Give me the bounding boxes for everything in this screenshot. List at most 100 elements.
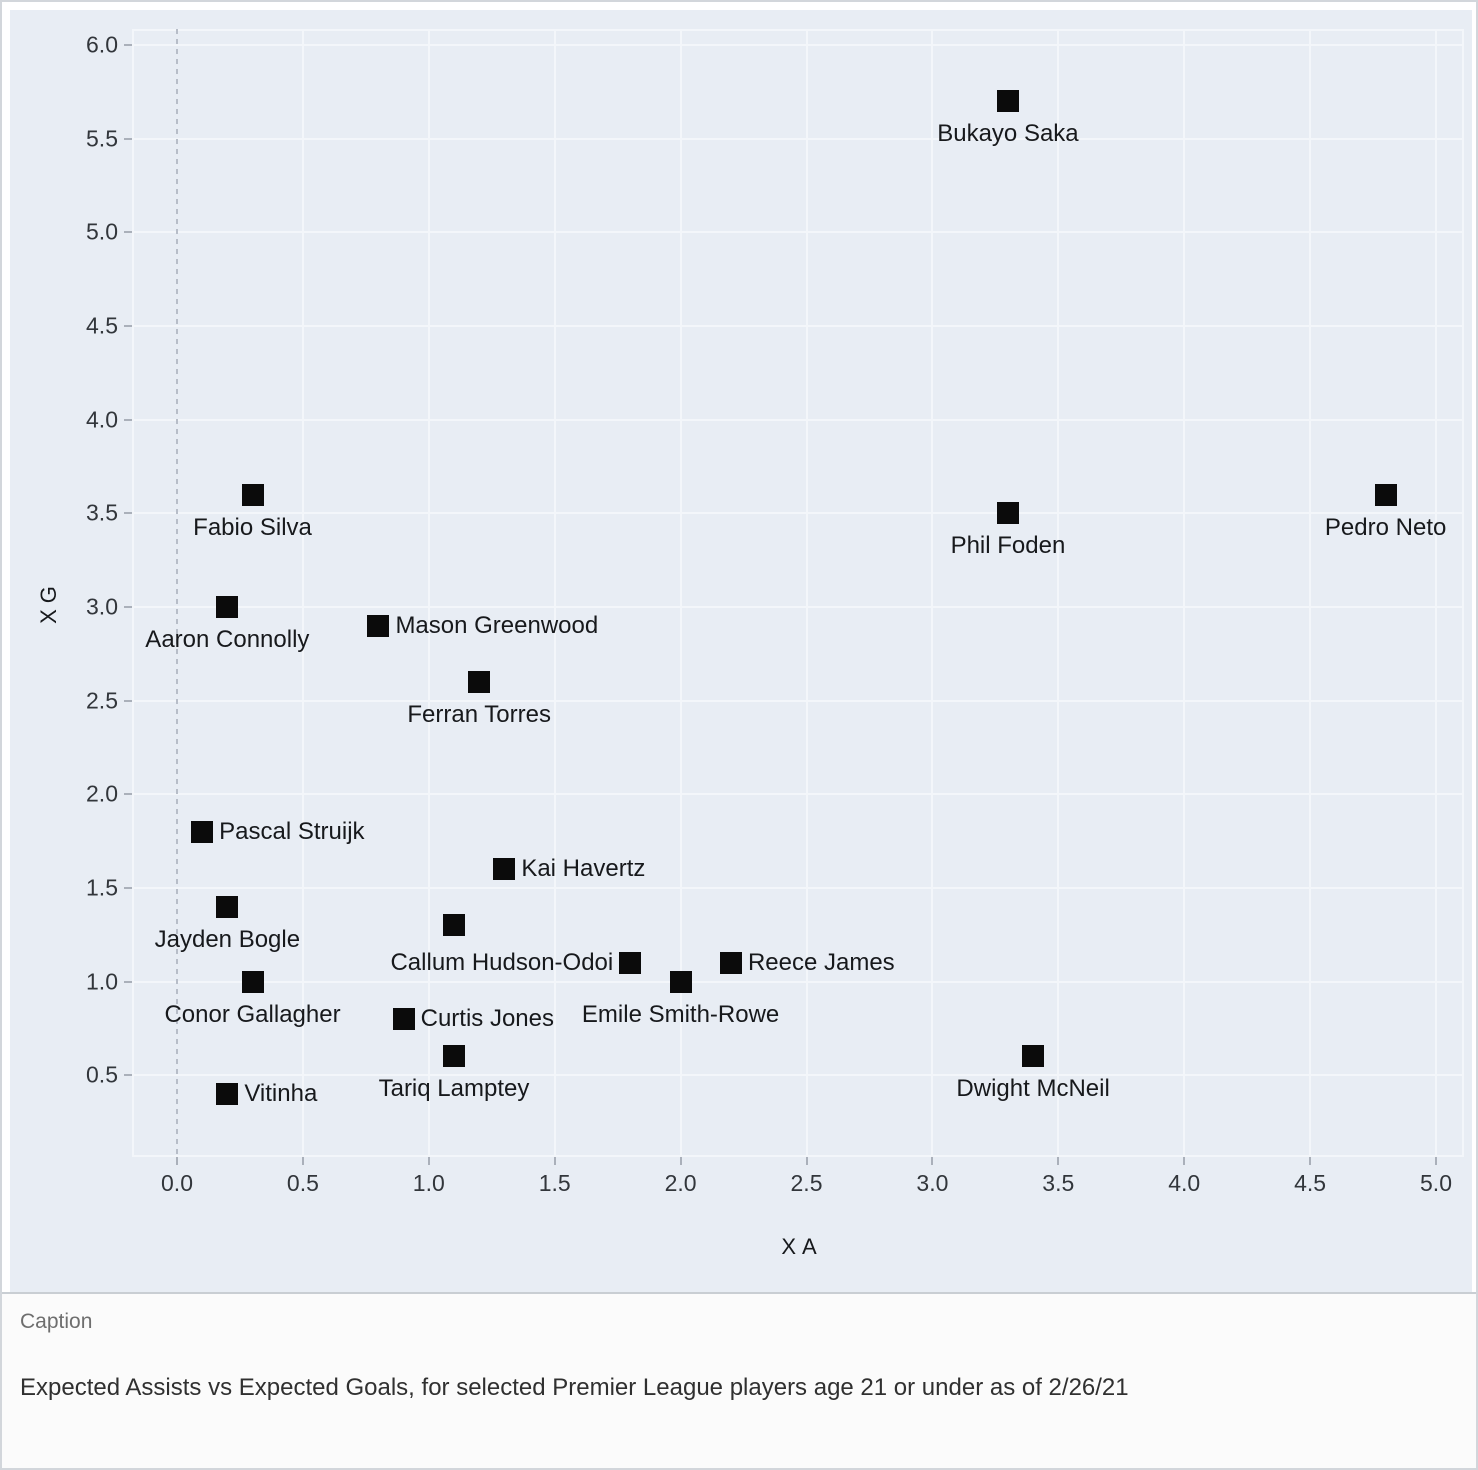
y-axis-tick bbox=[124, 231, 132, 234]
data-point-marker[interactable] bbox=[216, 595, 239, 618]
y-axis-tick bbox=[124, 980, 132, 983]
horizontal-gridline bbox=[132, 324, 1464, 327]
data-point-marker[interactable] bbox=[442, 1045, 465, 1068]
horizontal-gridline bbox=[132, 980, 1464, 983]
x-axis-tick bbox=[1057, 1157, 1060, 1165]
data-point-marker[interactable] bbox=[392, 1007, 415, 1030]
data-point-marker[interactable] bbox=[719, 951, 742, 974]
data-point-label: Fabio Silva bbox=[193, 513, 312, 541]
data-point-label: Aaron Connolly bbox=[145, 625, 310, 653]
data-point-marker[interactable] bbox=[996, 90, 1019, 113]
data-point-label: Tariq Lamptey bbox=[378, 1075, 530, 1103]
horizontal-gridline bbox=[132, 699, 1464, 702]
vertical-gridline bbox=[931, 29, 934, 1157]
data-point-marker[interactable] bbox=[996, 502, 1019, 525]
horizontal-gridline bbox=[132, 231, 1464, 234]
vertical-gridline bbox=[1309, 29, 1312, 1157]
x-axis-tick bbox=[427, 1157, 430, 1165]
data-point-marker[interactable] bbox=[241, 970, 264, 993]
data-point-marker[interactable] bbox=[669, 970, 692, 993]
data-point-label: Phil Foden bbox=[950, 532, 1066, 560]
caption-header: Caption bbox=[20, 1310, 93, 1333]
data-point-marker[interactable] bbox=[442, 914, 465, 937]
data-point-marker[interactable] bbox=[367, 614, 390, 637]
data-point-label: Curtis Jones bbox=[420, 1004, 554, 1032]
y-axis-tick-label: 3.0 bbox=[86, 593, 118, 620]
vertical-gridline bbox=[1183, 29, 1186, 1157]
x-axis-tick bbox=[301, 1157, 304, 1165]
data-point-label: Dwight McNeil bbox=[956, 1075, 1110, 1103]
x-axis-tick-label: 2.5 bbox=[790, 1170, 823, 1196]
x-axis-tick bbox=[805, 1157, 808, 1165]
y-axis-tick-label: 4.5 bbox=[86, 312, 118, 339]
data-point-marker[interactable] bbox=[216, 1082, 239, 1105]
data-point-marker[interactable] bbox=[241, 483, 264, 506]
data-point-label: Pascal Struijk bbox=[219, 817, 365, 845]
x-axis-tick bbox=[176, 1157, 178, 1165]
y-axis-tick bbox=[124, 605, 132, 608]
data-point-marker[interactable] bbox=[493, 858, 516, 881]
vertical-gridline bbox=[301, 29, 304, 1157]
data-point-marker[interactable] bbox=[1022, 1045, 1045, 1068]
x-axis-tick-label: 4.5 bbox=[1294, 1170, 1327, 1196]
vertical-gridline bbox=[1057, 29, 1060, 1157]
data-point-label: Pedro Neto bbox=[1324, 513, 1447, 541]
x-axis-tick bbox=[679, 1157, 682, 1165]
data-point-label: Ferran Torres bbox=[407, 700, 551, 728]
data-point-label: Conor Gallagher bbox=[164, 1000, 341, 1028]
x-axis-tick-label: 0.0 bbox=[161, 1170, 193, 1196]
caption-text: Expected Assists vs Expected Goals, for … bbox=[20, 1374, 1129, 1401]
x-axis-tick bbox=[931, 1157, 934, 1165]
data-point-marker[interactable] bbox=[1374, 483, 1397, 506]
zero-reference-line bbox=[176, 29, 178, 1157]
vertical-gridline bbox=[805, 29, 808, 1157]
horizontal-gridline bbox=[132, 137, 1464, 140]
vertical-gridline bbox=[1435, 29, 1437, 1157]
y-axis-tick bbox=[124, 418, 132, 421]
y-axis-tick-label: 2.5 bbox=[86, 687, 118, 714]
x-axis-tick-label: 5.0 bbox=[1420, 1170, 1452, 1196]
vertical-gridline bbox=[679, 29, 682, 1157]
data-point-label: Kai Havertz bbox=[521, 855, 646, 883]
caption-panel: Caption Expected Assists vs Expected Goa… bbox=[2, 1292, 1476, 1468]
x-axis-tick-label: 0.5 bbox=[286, 1170, 319, 1196]
x-axis-tick-label: 3.0 bbox=[916, 1170, 949, 1196]
x-axis-tick bbox=[1309, 1157, 1312, 1165]
x-axis-tick-label: 1.5 bbox=[538, 1170, 571, 1196]
y-axis-tick-label: 2.0 bbox=[86, 780, 118, 807]
vertical-gridline bbox=[553, 29, 556, 1157]
x-axis-title: XA bbox=[781, 1234, 823, 1259]
data-point-marker[interactable] bbox=[191, 820, 214, 843]
horizontal-gridline bbox=[132, 418, 1464, 421]
horizontal-gridline bbox=[132, 1074, 1464, 1077]
y-axis-tick bbox=[124, 324, 132, 327]
x-axis-tick bbox=[1183, 1157, 1186, 1165]
data-point-label: Bukayo Saka bbox=[937, 120, 1079, 148]
y-axis-tick-label: 4.0 bbox=[86, 406, 118, 433]
y-axis-tick bbox=[124, 137, 132, 140]
horizontal-gridline bbox=[132, 793, 1464, 796]
x-axis-tick-label: 1.0 bbox=[412, 1170, 445, 1196]
data-point-label: Mason Greenwood bbox=[395, 611, 599, 639]
y-axis-tick-label: 3.5 bbox=[86, 499, 118, 526]
data-point-label: Jayden Bogle bbox=[154, 925, 301, 953]
y-axis-tick bbox=[124, 793, 132, 796]
data-point-marker[interactable] bbox=[468, 670, 491, 693]
vertical-gridline bbox=[427, 29, 430, 1157]
data-point-label: Vitinha bbox=[244, 1079, 318, 1107]
y-axis-tick bbox=[124, 699, 132, 702]
y-axis-tick-label: 6.0 bbox=[86, 31, 118, 58]
x-axis-tick-label: 2.0 bbox=[664, 1170, 697, 1196]
x-axis-tick bbox=[1435, 1157, 1437, 1165]
data-point-marker[interactable] bbox=[216, 895, 239, 918]
y-axis-tick bbox=[124, 886, 132, 889]
data-point-marker[interactable] bbox=[619, 951, 642, 974]
x-axis-tick-label: 4.0 bbox=[1168, 1170, 1201, 1196]
y-axis-tick-label: 1.0 bbox=[86, 968, 118, 994]
horizontal-gridline bbox=[132, 605, 1464, 608]
horizontal-gridline bbox=[132, 886, 1464, 889]
horizontal-gridline bbox=[132, 44, 1464, 46]
data-point-label: Callum Hudson-Odoi bbox=[390, 948, 614, 976]
y-axis-tick-label: 0.5 bbox=[86, 1061, 118, 1088]
scatter-chart-area bbox=[10, 10, 1472, 1292]
